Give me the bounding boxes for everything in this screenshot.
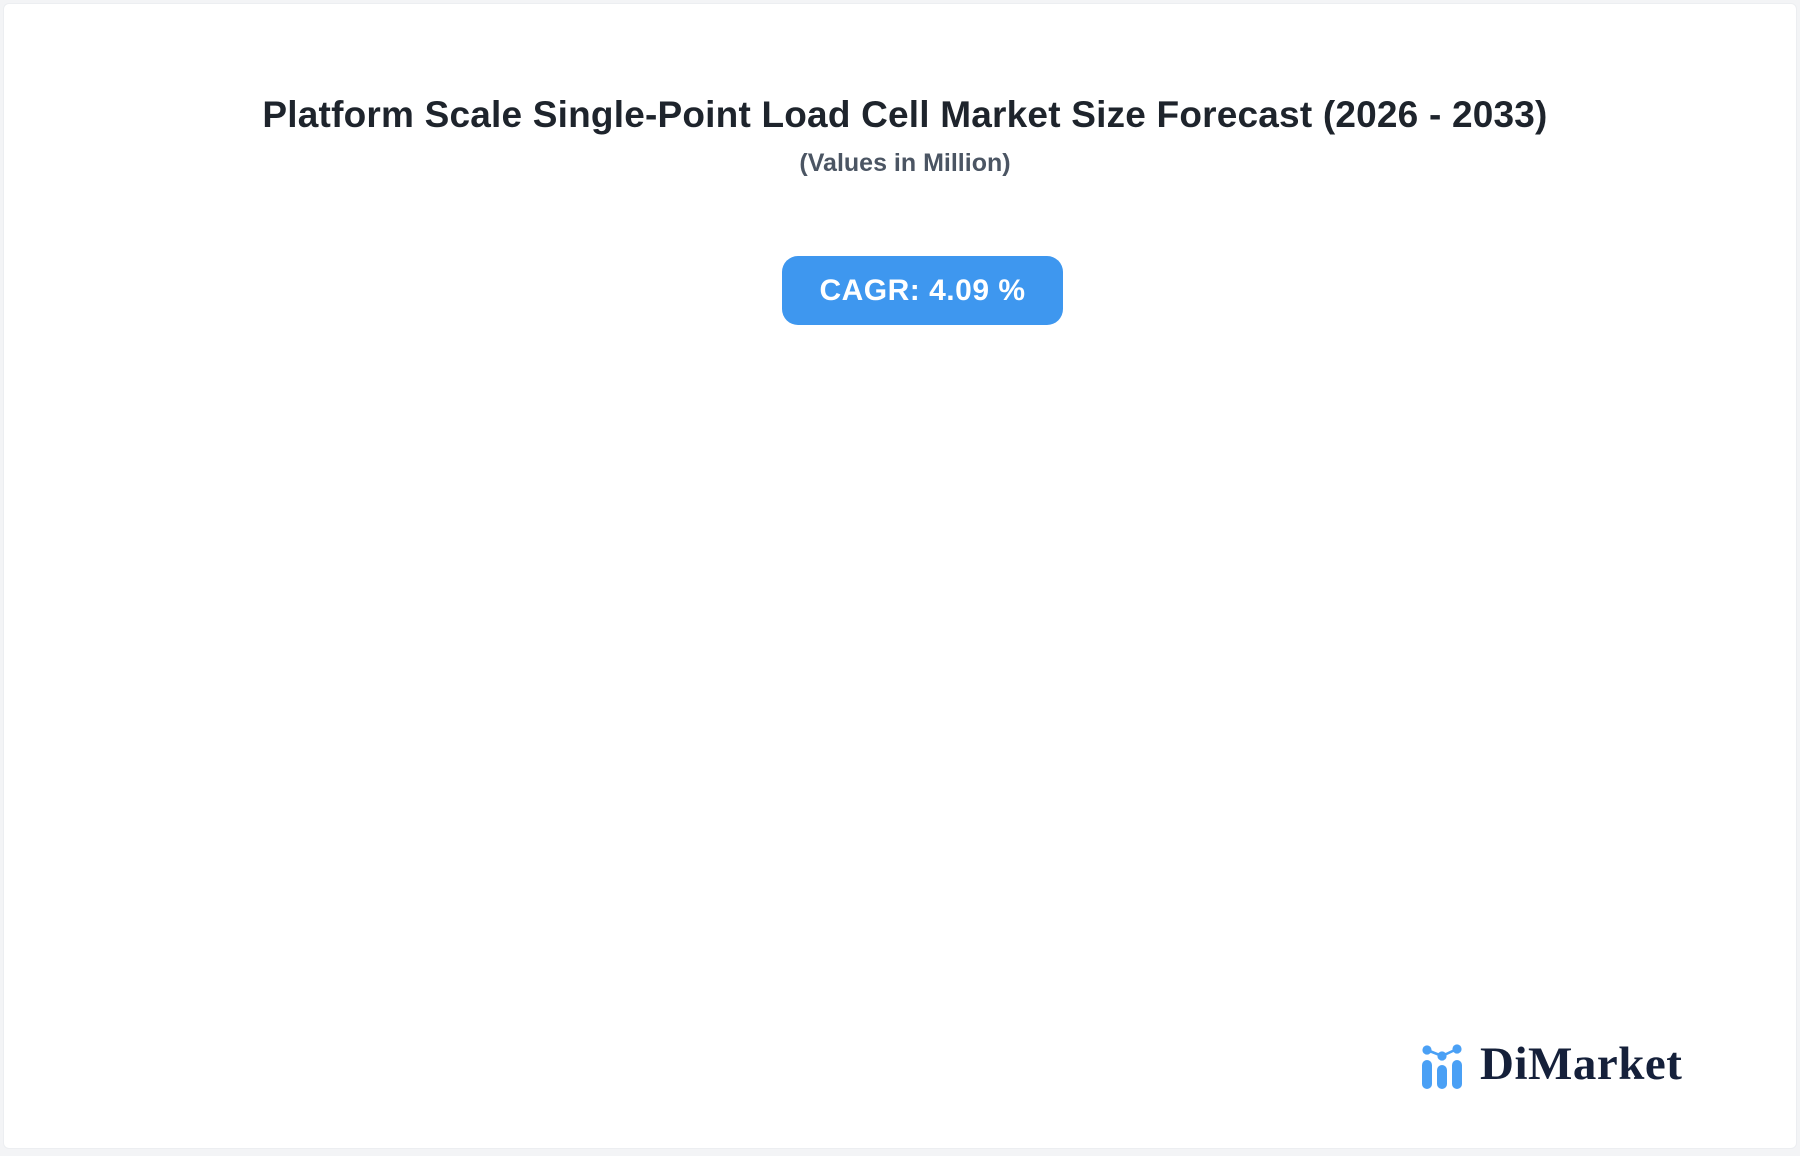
bar-chart-logo-icon [1422, 1044, 1462, 1089]
chart-subtitle: (Values in Million) [799, 149, 1011, 177]
dimarket-logo: DiMarket [1421, 1038, 1682, 1090]
chart-title: Platform Scale Single-Point Load Cell Ma… [262, 94, 1548, 135]
cagr-badge: CAGR: 4.09 % [782, 256, 1063, 325]
cagr-badge-label: CAGR: 4.09 % [819, 273, 1026, 307]
chart-header: Platform Scale Single-Point Load Cell Ma… [10, 94, 1800, 177]
chart-card [3, 3, 1797, 1149]
logo-text: DiMarket [1480, 1038, 1683, 1090]
